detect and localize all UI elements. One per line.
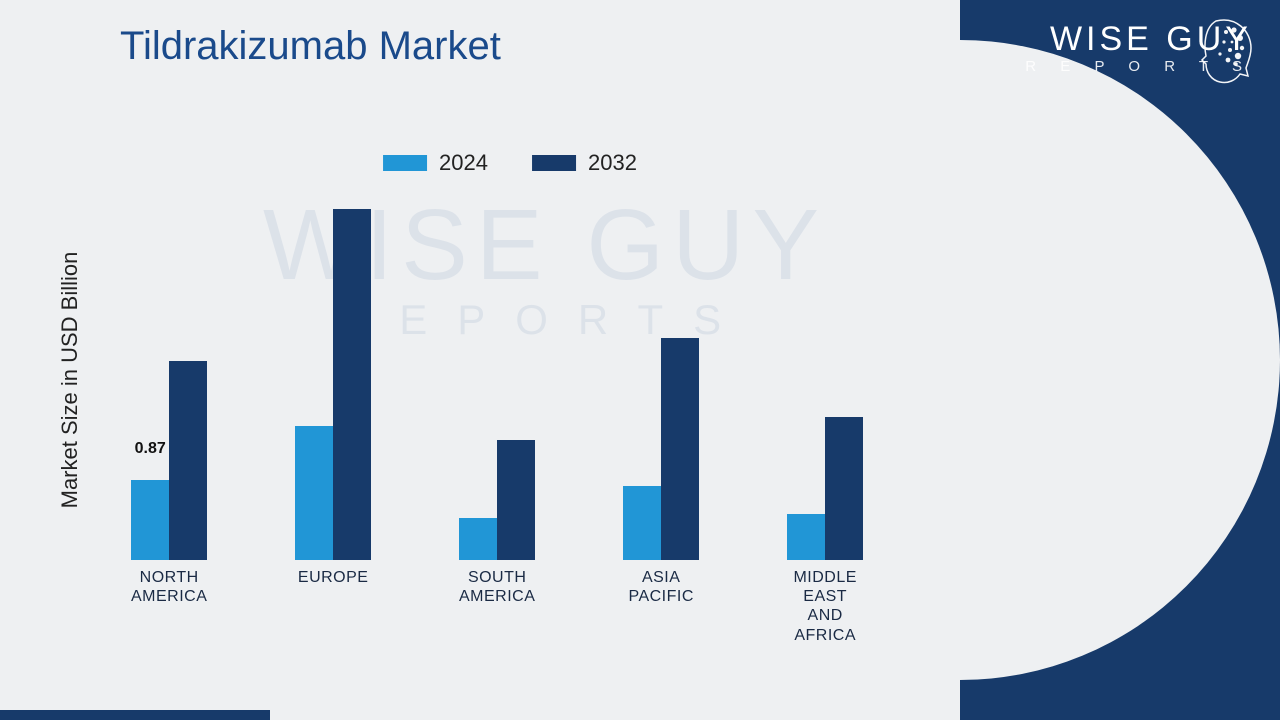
- x-axis-category-label: SOUTHAMERICA: [442, 568, 552, 606]
- bar-value-label: 0.87: [135, 440, 166, 458]
- bar-2032: [661, 338, 699, 560]
- y-axis-label: Market Size in USD Billion: [57, 252, 83, 509]
- brain-head-icon: [1196, 16, 1256, 86]
- x-axis-category-label: EUROPE: [278, 568, 388, 587]
- bar-2024: [131, 480, 169, 560]
- chart-container: Market Size in USD Billion 2024 2032 NOR…: [60, 150, 960, 610]
- chart-title: Tildrakizumab Market: [120, 24, 501, 69]
- legend-swatch-2024: [383, 155, 427, 171]
- bar-group: NORTHAMERICA: [109, 361, 229, 560]
- brand-name-line2: R E P O R T S: [1025, 58, 1252, 75]
- page-root: WISE GUY R E P O R T S Tildrakizumab Mar…: [0, 0, 1280, 720]
- x-axis-category-label: NORTHAMERICA: [114, 568, 224, 606]
- bar-group: MIDDLEEASTANDAFRICA: [765, 417, 885, 560]
- legend-label-2032: 2032: [588, 150, 637, 176]
- legend-label-2024: 2024: [439, 150, 488, 176]
- bar-group: ASIAPACIFIC: [601, 338, 721, 560]
- brand-logo: WISE GUY R E P O R T S: [1025, 22, 1252, 75]
- legend-item-2024: 2024: [383, 150, 488, 176]
- bar-2032: [169, 361, 207, 560]
- bar-group: EUROPE: [273, 209, 393, 561]
- x-axis-category-label: MIDDLEEASTANDAFRICA: [770, 568, 880, 645]
- bar-2024: [459, 518, 497, 560]
- bar-2024: [295, 426, 333, 560]
- bar-2024: [623, 486, 661, 560]
- bar-2024: [787, 514, 825, 560]
- bar-2032: [333, 209, 371, 561]
- plot-area: NORTHAMERICAEUROPESOUTHAMERICAASIAPACIFI…: [120, 190, 940, 560]
- footer-accent-bar: [0, 710, 270, 720]
- bar-group: SOUTHAMERICA: [437, 440, 557, 560]
- bar-2032: [497, 440, 535, 560]
- legend: 2024 2032: [383, 150, 637, 176]
- x-axis-category-label: ASIAPACIFIC: [606, 568, 716, 606]
- legend-item-2032: 2032: [532, 150, 637, 176]
- legend-swatch-2032: [532, 155, 576, 171]
- bar-2032: [825, 417, 863, 560]
